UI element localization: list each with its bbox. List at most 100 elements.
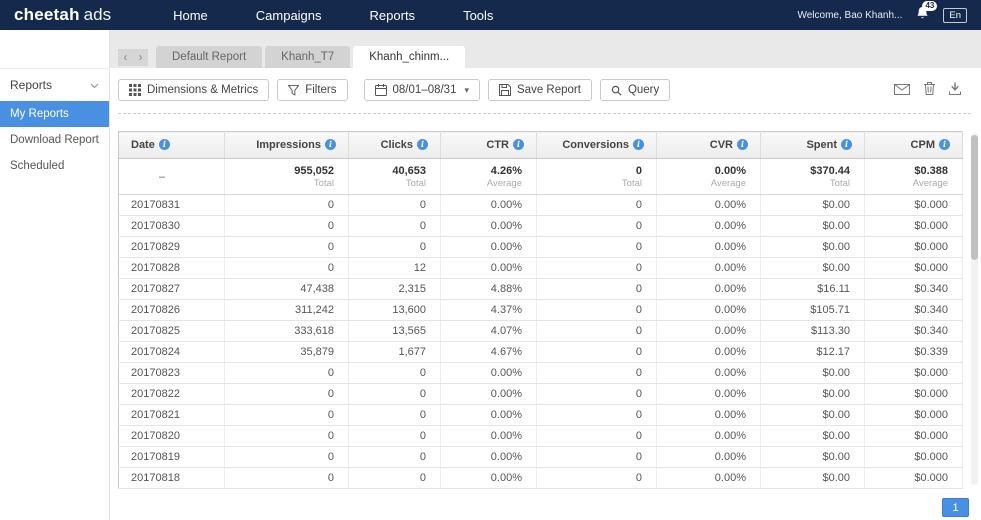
info-icon[interactable] bbox=[325, 139, 336, 150]
value-cell: 0 bbox=[536, 236, 657, 258]
summary-value: 4.26% bbox=[490, 164, 522, 177]
info-icon[interactable] bbox=[737, 139, 748, 150]
query-label: Query bbox=[627, 84, 660, 96]
dimensions-metrics-button[interactable]: Dimensions & Metrics bbox=[118, 79, 270, 101]
sidebar-item-scheduled[interactable]: Scheduled bbox=[10, 160, 65, 172]
value-cell: $0.340 bbox=[864, 299, 963, 321]
dimensions-metrics-label: Dimensions & Metrics bbox=[147, 84, 259, 96]
tabs-next-button[interactable]: › bbox=[133, 49, 148, 66]
nav-reports[interactable]: Reports bbox=[369, 7, 416, 23]
value-cell: 0 bbox=[348, 383, 441, 405]
delete-report-button[interactable] bbox=[924, 82, 935, 98]
column-label: CTR bbox=[486, 139, 509, 151]
summary-cell: 955,052 Total bbox=[224, 158, 349, 195]
column-header-ctr[interactable]: CTR bbox=[440, 131, 537, 159]
value-cell: 0 bbox=[536, 299, 657, 321]
info-icon[interactable] bbox=[417, 139, 428, 150]
value-cell: 0.00% bbox=[656, 320, 761, 342]
value-cell: $0.00 bbox=[760, 257, 865, 279]
value-cell: 0 bbox=[348, 215, 441, 237]
nav-tools[interactable]: Tools bbox=[463, 7, 494, 23]
value-cell: 47,438 bbox=[224, 278, 349, 300]
value-cell: 0.00% bbox=[656, 341, 761, 363]
value-cell: 0 bbox=[224, 215, 349, 237]
download-icon bbox=[949, 82, 961, 98]
report-toolbar: Dimensions & Metrics Filters 08/01–08/31 bbox=[110, 68, 981, 113]
info-icon[interactable] bbox=[633, 139, 644, 150]
language-selector[interactable]: En bbox=[943, 7, 967, 23]
grid-icon bbox=[129, 84, 141, 96]
summary-cell: 0.00% Average bbox=[656, 158, 761, 195]
notifications-bell[interactable]: 43 bbox=[916, 0, 938, 25]
summary-value: $0.388 bbox=[914, 164, 948, 177]
value-cell: 0 bbox=[536, 425, 657, 447]
value-cell: 0 bbox=[348, 446, 441, 468]
table-row: 20170828 0 12 0.00% 0 0.00% $0.00 $0.000 bbox=[118, 257, 963, 279]
info-icon[interactable] bbox=[158, 139, 170, 150]
value-cell: 0.00% bbox=[656, 299, 761, 321]
toolbar-actions bbox=[894, 82, 971, 98]
date-cell: 20170820 bbox=[118, 425, 225, 447]
info-icon[interactable] bbox=[513, 139, 524, 150]
logo[interactable]: cheetah ads bbox=[14, 5, 111, 25]
column-header-cpm[interactable]: CPM bbox=[864, 131, 963, 159]
download-icon-button[interactable] bbox=[949, 82, 961, 98]
value-cell: 0 bbox=[536, 278, 657, 300]
nav-home[interactable]: Home bbox=[173, 7, 208, 23]
summary-cell: 40,653 Total bbox=[348, 158, 441, 195]
report-table-container: Date Impressions Clicks CTR Conversions … bbox=[118, 131, 963, 489]
value-cell: $0.000 bbox=[864, 362, 963, 384]
column-header-clicks[interactable]: Clicks bbox=[348, 131, 441, 159]
tab-default-report[interactable]: Default Report bbox=[156, 46, 263, 68]
filters-button[interactable]: Filters bbox=[277, 79, 348, 101]
welcome-label: Welcome, bbox=[797, 9, 842, 21]
date-range-label: 08/01–08/31 bbox=[392, 84, 457, 96]
info-icon[interactable] bbox=[841, 139, 852, 150]
table-header-row: Date Impressions Clicks CTR Conversions … bbox=[118, 131, 963, 159]
summary-cell: $370.44 Total bbox=[760, 158, 865, 195]
value-cell: 0.00% bbox=[656, 467, 761, 489]
sidebar-item-download-report[interactable]: Download Report bbox=[10, 134, 99, 146]
logo-text-light: ads bbox=[83, 5, 112, 24]
table-row: 20170830 0 0 0.00% 0 0.00% $0.00 $0.000 bbox=[118, 215, 963, 237]
summary-cell: $0.388 Average bbox=[864, 158, 963, 195]
value-cell: $113.30 bbox=[760, 320, 865, 342]
table-scrollbar[interactable] bbox=[971, 133, 978, 485]
value-cell: 0.00% bbox=[656, 404, 761, 426]
date-range-button[interactable]: 08/01–08/31 bbox=[363, 79, 480, 101]
column-header-date[interactable]: Date bbox=[118, 131, 225, 159]
query-button[interactable]: Query bbox=[599, 79, 671, 101]
value-cell: 0.00% bbox=[440, 404, 537, 426]
date-cell: 20170824 bbox=[118, 341, 225, 363]
column-header-impressions[interactable]: Impressions bbox=[224, 131, 349, 159]
email-report-button[interactable] bbox=[894, 83, 910, 98]
value-cell: $0.00 bbox=[760, 467, 865, 489]
table-row: 20170831 0 0 0.00% 0 0.00% $0.00 $0.000 bbox=[118, 194, 963, 216]
column-label: Spent bbox=[806, 139, 837, 151]
scrollbar-thumb[interactable] bbox=[971, 135, 978, 260]
info-icon[interactable] bbox=[939, 139, 950, 150]
value-cell: 13,565 bbox=[348, 320, 441, 342]
value-cell: 0 bbox=[536, 383, 657, 405]
nav-campaigns[interactable]: Campaigns bbox=[255, 7, 322, 23]
value-cell: $0.340 bbox=[864, 320, 963, 342]
sidebar-item-my-reports[interactable]: My Reports bbox=[0, 101, 109, 127]
tab-khanh-chinm[interactable]: Khanh_chinm... bbox=[353, 46, 466, 68]
tabs-prev-button[interactable]: ‹ bbox=[118, 49, 133, 66]
sidebar-section-reports[interactable]: Reports bbox=[0, 68, 109, 101]
column-label: Clicks bbox=[380, 139, 413, 151]
value-cell: 0.00% bbox=[656, 215, 761, 237]
column-header-cvr[interactable]: CVR bbox=[656, 131, 761, 159]
page-1-button[interactable]: 1 bbox=[942, 498, 969, 517]
logo-text-bold: cheetah bbox=[14, 5, 80, 24]
welcome-text[interactable]: Welcome, Bao Khanh... bbox=[797, 10, 902, 21]
value-cell: 0 bbox=[348, 236, 441, 258]
tab-khanh-t7[interactable]: Khanh_T7 bbox=[265, 46, 351, 68]
column-header-conversions[interactable]: Conversions bbox=[536, 131, 657, 159]
column-label: CVR bbox=[709, 139, 733, 151]
save-report-button[interactable]: Save Report bbox=[488, 79, 592, 101]
main-content: ‹ › Default Report Khanh_T7 Khanh_chinm.… bbox=[110, 30, 981, 520]
column-header-spent[interactable]: Spent bbox=[760, 131, 865, 159]
report-table: Date Impressions Clicks CTR Conversions … bbox=[118, 131, 963, 489]
value-cell: 0 bbox=[536, 341, 657, 363]
